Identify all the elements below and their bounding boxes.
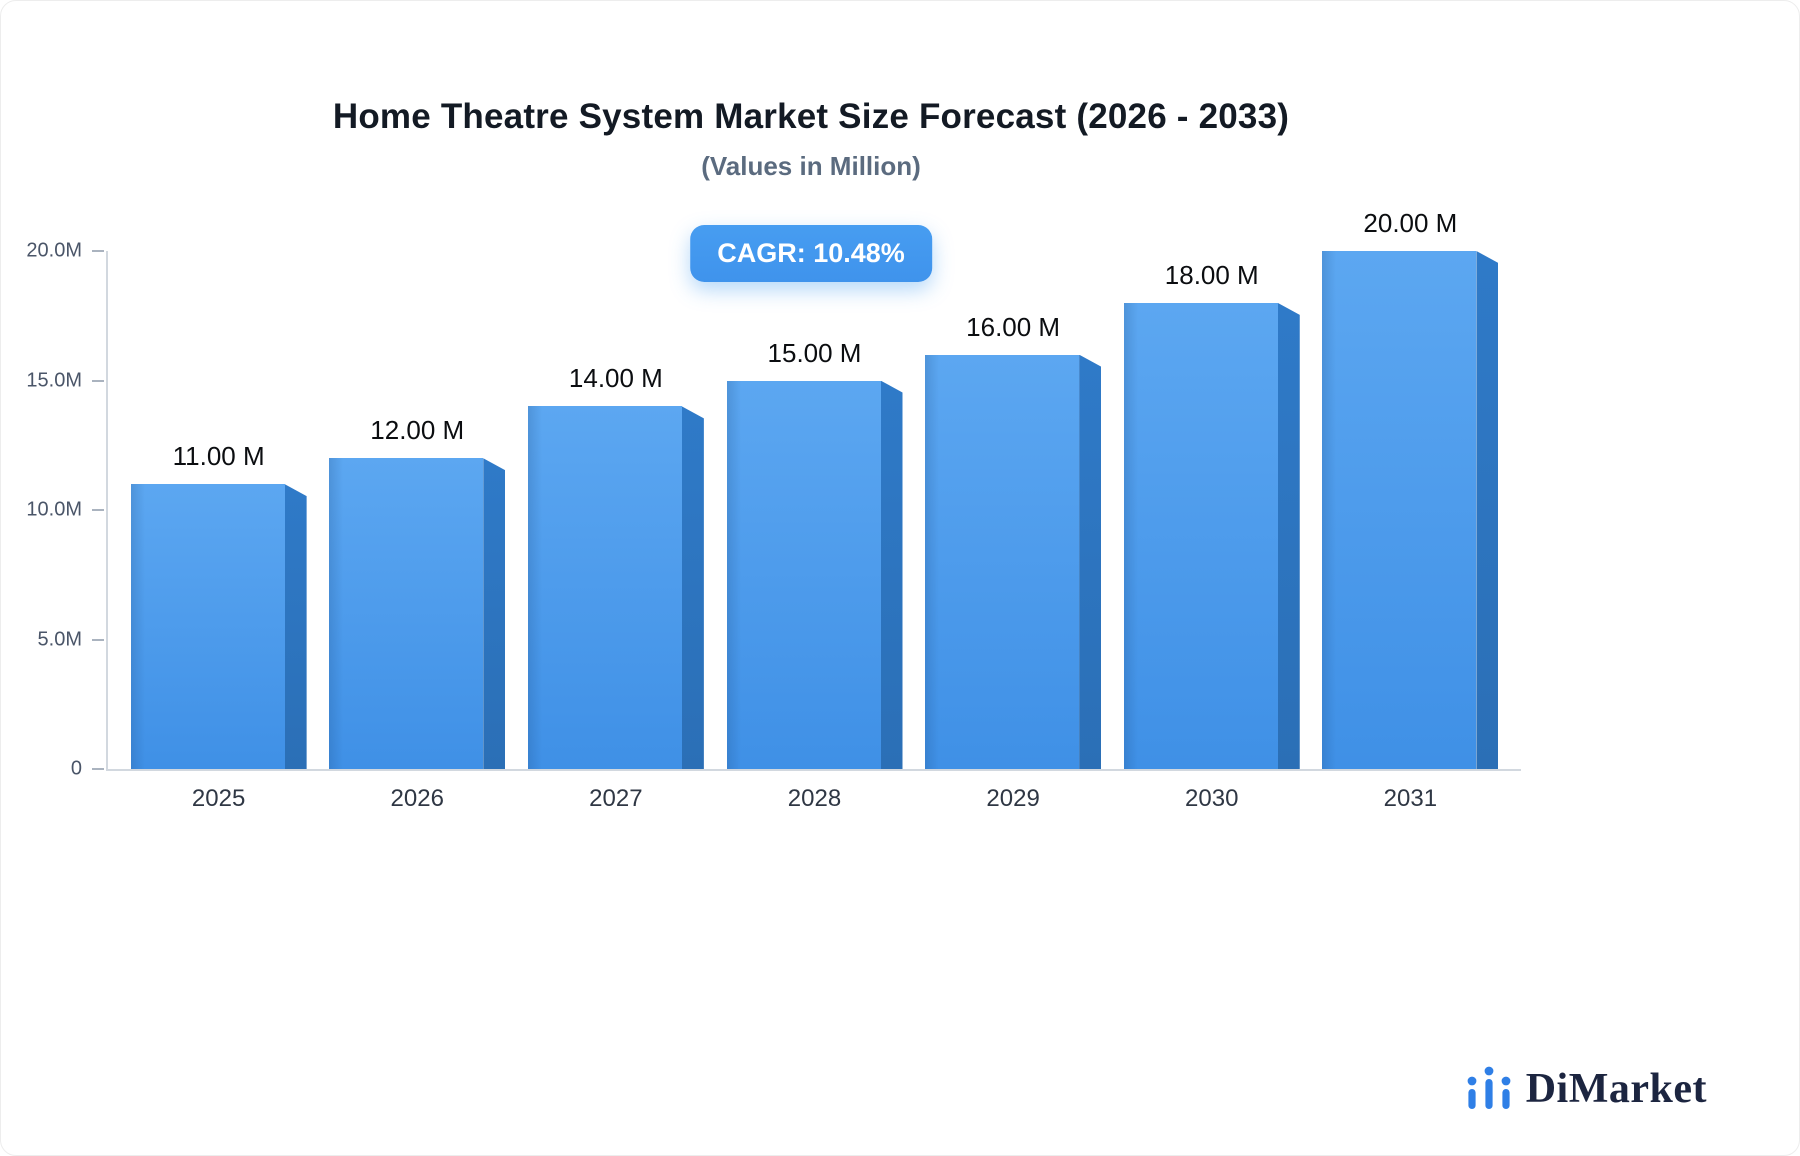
bar-group: 16.00 M 2029 — [925, 251, 1102, 812]
brand-logo: DiMarket — [1464, 1065, 1707, 1113]
bar-3d-edge — [483, 458, 506, 769]
y-axis-label: 10.0M — [26, 498, 82, 521]
bar — [130, 484, 307, 769]
cagr-badge: CAGR: 10.48% — [690, 225, 932, 282]
bar-3d-edge — [681, 406, 704, 769]
bar-chart-logo-icon — [1467, 1066, 1511, 1109]
bar — [1322, 251, 1499, 769]
bar-group: 11.00 M 2025 — [130, 251, 307, 812]
y-axis-tick — [92, 768, 104, 770]
bar-value-label: 15.00 M — [767, 337, 862, 368]
x-axis-label: 2028 — [787, 785, 842, 812]
x-axis-label: 2030 — [1185, 785, 1239, 812]
brand-name: DiMarket — [1525, 1066, 1707, 1112]
bar-3d-edge — [880, 380, 903, 769]
chart-title: Home Theatre System Market Size Forecast… — [332, 97, 1290, 136]
bar-face — [130, 484, 285, 769]
plot-area: 11.00 M 2025 12.00 M 2026 14.00 M 2027 15.00 M… — [26, 208, 1521, 812]
y-axis-tick — [92, 250, 104, 252]
x-axis-label: 2027 — [589, 785, 643, 812]
bar-face — [726, 380, 881, 769]
y-axis-label: 5.0M — [37, 628, 82, 650]
bar-group: 20.00 M 2031 — [1322, 208, 1499, 812]
bar-3d-edge — [1277, 302, 1300, 769]
bar-face — [1123, 302, 1278, 769]
bar-group: 18.00 M 2030 — [1123, 251, 1300, 812]
bar — [726, 380, 903, 769]
x-axis-label: 2026 — [390, 785, 444, 812]
bar-group: 15.00 M 2028 — [726, 251, 903, 812]
x-axis-label: 2025 — [191, 785, 246, 812]
y-axis-label: 0 — [70, 757, 82, 780]
y-axis-tick — [92, 509, 104, 511]
bar — [527, 406, 704, 769]
bar-value-label: 14.00 M — [568, 363, 663, 394]
bar — [329, 458, 506, 769]
bar-value-label: 12.00 M — [370, 415, 465, 446]
bar-value-label: 20.00 M — [1363, 208, 1458, 238]
bar-value-label: 11.00 M — [172, 441, 265, 472]
bar — [1123, 302, 1300, 769]
bar-group: 14.00 M 2027 — [527, 251, 704, 812]
bar-value-label: 18.00 M — [1164, 259, 1259, 290]
bar-face — [925, 354, 1080, 769]
y-axis-label: 15.0M — [26, 369, 82, 391]
bar-3d-edge — [284, 484, 307, 769]
bar-group: 12.00 M 2026 — [329, 251, 506, 812]
bar-face — [329, 458, 484, 769]
x-axis-label: 2029 — [986, 785, 1040, 812]
x-axis-label: 2031 — [1383, 785, 1438, 812]
bar — [925, 354, 1102, 769]
bars: 11.00 M 2025 12.00 M 2026 14.00 M 2027 15.00 M… — [108, 208, 1521, 812]
bar-value-label: 16.00 M — [966, 311, 1061, 342]
bar-3d-edge — [1476, 251, 1499, 769]
bar-face — [527, 406, 682, 769]
bar-face — [1322, 251, 1477, 769]
y-axis-tick — [92, 638, 104, 641]
y-axis-label: 20.0M — [26, 239, 82, 262]
y-axis-tick — [92, 379, 104, 382]
chart-subtitle: (Values in Million) — [701, 151, 921, 181]
bar-3d-edge — [1079, 354, 1102, 769]
